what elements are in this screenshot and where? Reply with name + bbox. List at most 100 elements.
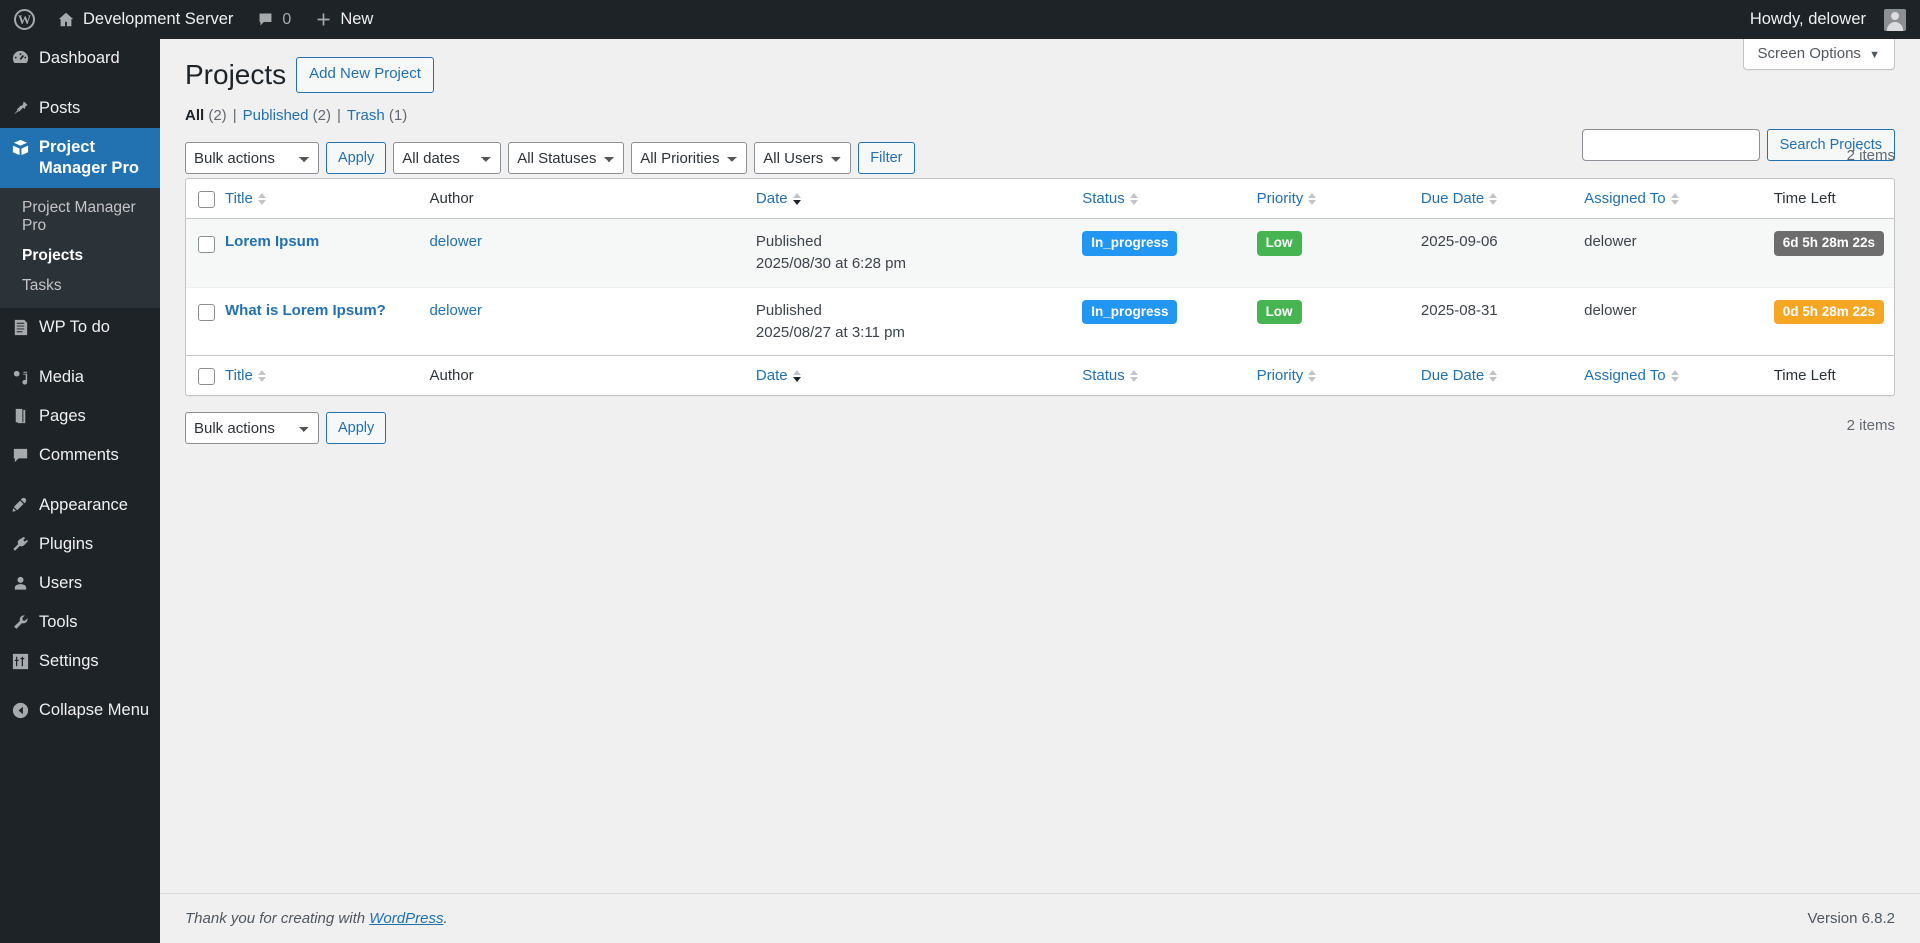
select-all-checkbox-bottom[interactable]: [198, 367, 215, 385]
date-filter-select[interactable]: All dates: [393, 142, 502, 175]
column-footer-priority[interactable]: Priority: [1256, 355, 1421, 395]
admin-sidebar-menu: Dashboard Posts Project Manager Pro Proj…: [0, 39, 168, 943]
column-header-due-date[interactable]: Due Date: [1420, 179, 1585, 220]
column-header-time-left: Time Left: [1773, 179, 1894, 220]
column-header-status[interactable]: Status: [1082, 179, 1257, 220]
sidebar-item-users[interactable]: Users: [0, 564, 160, 603]
column-footer-date[interactable]: Date: [755, 355, 1083, 395]
column-footer-assigned-to[interactable]: Assigned To: [1584, 355, 1774, 395]
status-filter-select[interactable]: All Statuses: [508, 142, 625, 175]
row-date-state: Published: [755, 233, 822, 251]
comments-menu-item[interactable]: 0: [245, 0, 303, 39]
sidebar-subitem-project-manager-pro[interactable]: Project Manager Pro: [22, 199, 136, 234]
sort-date-link-bottom[interactable]: Date: [756, 367, 802, 384]
sidebar-item-label: Media: [39, 368, 84, 386]
howdy-label: Howdy, delower: [1749, 10, 1866, 28]
row-author-link[interactable]: delower: [429, 301, 482, 319]
sidebar-item-project-manager-pro[interactable]: Project Manager Pro: [0, 128, 168, 188]
users-icon: [10, 573, 30, 593]
apply-button-bottom[interactable]: Apply: [326, 412, 387, 445]
user-filter-select[interactable]: All Users: [754, 142, 852, 175]
row-checkbox[interactable]: [198, 304, 215, 322]
sidebar-item-appearance[interactable]: Appearance: [0, 486, 160, 525]
tablenav-top-actions: Bulk actions Apply All dates All Statuse…: [185, 142, 915, 175]
row-author-cell: delower: [429, 219, 755, 287]
search-input[interactable]: [1581, 129, 1760, 161]
column-header-assigned-to[interactable]: Assigned To: [1584, 179, 1774, 220]
sidebar-item-wp-to-do[interactable]: WP To do: [0, 308, 160, 347]
row-author-cell: delower: [429, 286, 756, 356]
sidebar-item-label: Settings: [39, 652, 99, 670]
sort-assigned-to-link-bottom[interactable]: Assigned To: [1584, 367, 1679, 384]
sort-title-link-bottom[interactable]: Title: [225, 367, 267, 384]
row-title-link[interactable]: Lorem Ipsum: [225, 233, 320, 251]
site-name-label: Development Server: [83, 10, 234, 28]
sidebar-item-label: Project Manager Pro: [39, 138, 139, 177]
column-label: Author: [429, 367, 474, 385]
row-status-cell: In_progress: [1082, 286, 1257, 356]
row-author-link[interactable]: delower: [429, 233, 482, 251]
view-link-all[interactable]: All: [185, 107, 205, 125]
sort-status-link[interactable]: Status: [1082, 190, 1139, 207]
sort-date-link[interactable]: Date: [756, 190, 802, 207]
sort-priority-link-bottom[interactable]: Priority: [1257, 367, 1318, 384]
comments-count: 0: [282, 10, 292, 28]
screen-options-button[interactable]: Screen Options ▼: [1742, 39, 1895, 70]
footer-thanks: Thank you for creating with WordPress.: [185, 910, 448, 927]
filter-button[interactable]: Filter: [858, 142, 915, 175]
collapse-menu-button[interactable]: Collapse Menu: [0, 691, 160, 730]
priority-filter-select[interactable]: All Priorities: [631, 142, 748, 175]
column-footer-author: Author: [429, 355, 756, 395]
wordpress-link[interactable]: WordPress: [369, 910, 444, 927]
sort-due-date-link[interactable]: Due Date: [1421, 190, 1498, 207]
wp-logo-menu-item[interactable]: W: [0, 0, 45, 39]
sidebar-item-plugins[interactable]: Plugins: [0, 525, 160, 564]
row-select-cell: [186, 219, 225, 287]
view-separator: |: [232, 107, 237, 125]
row-date-value: 2025/08/30 at 6:28 pm: [755, 255, 907, 273]
column-header-title[interactable]: Title: [225, 179, 430, 220]
footer-version: Version 6.8.2: [1807, 910, 1895, 927]
view-link-trash[interactable]: Trash: [346, 107, 385, 125]
column-label: Author: [429, 190, 474, 208]
column-header-date[interactable]: Date: [755, 179, 1083, 220]
sidebar-item-posts[interactable]: Posts: [0, 89, 160, 128]
sidebar-item-label: WP To do: [39, 318, 110, 336]
menu-separator: [0, 78, 160, 89]
sort-priority-link[interactable]: Priority: [1257, 190, 1318, 207]
sidebar-item-tools[interactable]: Tools: [0, 603, 160, 642]
sidebar-item-media[interactable]: Media: [0, 358, 160, 397]
new-content-menu-item[interactable]: New: [303, 0, 385, 39]
apply-button-top[interactable]: Apply: [326, 142, 387, 175]
home-icon: [57, 11, 75, 29]
bulk-actions-select-bottom[interactable]: Bulk actions: [185, 412, 319, 445]
sort-indicator-icon: [1489, 369, 1498, 383]
sort-status-link-bottom[interactable]: Status: [1082, 367, 1139, 384]
column-footer-due-date[interactable]: Due Date: [1420, 355, 1585, 395]
my-account-menu-item[interactable]: Howdy, delower: [1738, 0, 1910, 39]
sidebar-item-label: Appearance: [39, 496, 128, 514]
settings-sliders-icon: [10, 651, 30, 671]
sidebar-subitem-projects[interactable]: Projects: [22, 247, 84, 264]
sidebar-subitem-tasks[interactable]: Tasks: [22, 277, 62, 294]
collapse-arrow-icon: [10, 700, 30, 720]
sidebar-item-comments[interactable]: Comments: [0, 436, 160, 475]
sort-title-link[interactable]: Title: [225, 190, 267, 207]
search-projects-button[interactable]: Search Projects: [1766, 129, 1895, 161]
sidebar-item-settings[interactable]: Settings: [0, 642, 160, 681]
sidebar-item-dashboard[interactable]: Dashboard: [0, 39, 160, 78]
select-all-checkbox-top[interactable]: [198, 190, 215, 208]
view-link-published[interactable]: Published: [242, 107, 309, 125]
column-footer-title[interactable]: Title: [225, 355, 430, 395]
column-label: Assigned To: [1584, 367, 1666, 385]
site-name-menu-item[interactable]: Development Server: [45, 0, 245, 39]
sort-due-date-link-bottom[interactable]: Due Date: [1421, 367, 1498, 384]
row-checkbox[interactable]: [198, 235, 215, 253]
bulk-actions-select-top[interactable]: Bulk actions: [185, 142, 319, 175]
sort-assigned-to-link[interactable]: Assigned To: [1584, 190, 1679, 207]
row-title-link[interactable]: What is Lorem Ipsum?: [225, 301, 386, 319]
add-new-project-button[interactable]: Add New Project: [296, 57, 434, 93]
column-header-priority[interactable]: Priority: [1256, 179, 1421, 220]
sidebar-item-pages[interactable]: Pages: [0, 397, 160, 436]
column-footer-status[interactable]: Status: [1082, 355, 1257, 395]
